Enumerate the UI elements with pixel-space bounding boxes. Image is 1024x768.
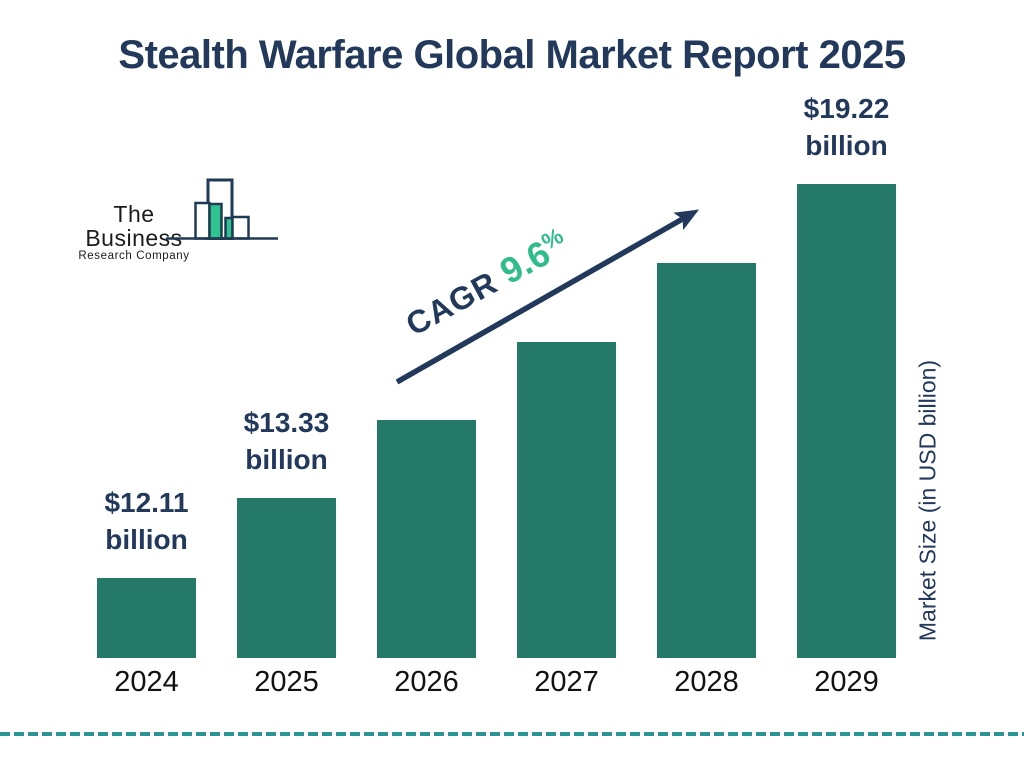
value-line1: $13.33 — [243, 407, 330, 438]
bottom-dashed-divider — [0, 732, 1024, 736]
logo: The Business Research Company — [70, 176, 300, 262]
bar-2026 — [377, 420, 476, 658]
x-tick-2025: 2025 — [254, 666, 319, 698]
x-tick-2024: 2024 — [114, 666, 179, 698]
bar-2028 — [657, 263, 756, 658]
value-line1: $12.11 — [104, 487, 189, 518]
cagr-trend-arrow — [395, 209, 700, 385]
bar-2024 — [97, 578, 196, 658]
logo-bar-chart-icon — [166, 178, 278, 240]
x-tick-2027: 2027 — [534, 666, 599, 698]
bar-2027 — [517, 342, 616, 658]
value-label-2029: $19.22 billion — [757, 90, 937, 164]
value-label-2024: $12.11 billion — [57, 484, 237, 558]
chart-title: Stealth Warfare Global Market Report 202… — [118, 33, 906, 77]
logo-subname: Research Company — [78, 250, 190, 262]
value-line1: $19.22 — [803, 93, 890, 124]
bar-2025 — [237, 498, 336, 658]
value-label-2025: $13.33 billion — [197, 404, 377, 478]
bar-2029 — [797, 184, 896, 658]
y-axis-label: Market Size (in USD billion) — [914, 359, 941, 642]
value-line2: billion — [245, 444, 328, 475]
value-line2: billion — [805, 130, 888, 161]
x-tick-2028: 2028 — [674, 666, 739, 698]
x-tick-2029: 2029 — [814, 666, 879, 698]
value-line2: billion — [105, 524, 188, 555]
x-tick-2026: 2026 — [394, 666, 459, 698]
